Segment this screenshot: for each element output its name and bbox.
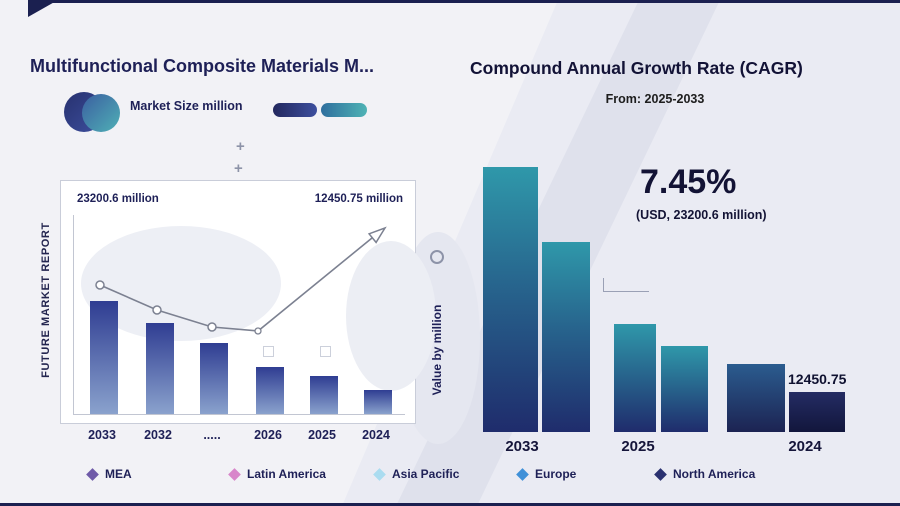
square-glyph — [263, 346, 274, 357]
legend-label: Latin America — [247, 467, 326, 481]
market-size-legend-label: Market Size million — [130, 99, 243, 113]
gradient-pill-navy — [273, 103, 317, 117]
gradient-pill-teal — [321, 103, 367, 117]
legend-item-north-america: North America — [654, 467, 756, 481]
market-size-chart-panel: 23200.6 million 12450.75 million — [60, 180, 436, 424]
right-chart-title: Compound Annual Growth Rate (CAGR) — [470, 58, 803, 78]
legend-label: Asia Pacific — [392, 467, 460, 481]
annotation-2033-value: 23200.6 million — [77, 193, 159, 205]
panel-blob — [346, 241, 436, 391]
x-label-2025: 2025 — [308, 428, 336, 442]
value-axis-label: Value by million — [430, 304, 444, 396]
plus-glyph: + — [234, 160, 243, 177]
cagr-bar-2033-b — [542, 242, 590, 432]
latin-america-diamond-icon — [228, 467, 241, 481]
legend-item-europe: Europe — [516, 467, 577, 481]
x-label-2033: 2033 — [88, 428, 116, 442]
step-line-glyph — [603, 278, 649, 292]
bar-intermediate — [200, 343, 228, 414]
cagr-basis-note: (USD, 23200.6 million) — [636, 208, 767, 222]
cagr-bar-2025-a — [614, 324, 656, 432]
right-chart-subtitle: From: 2025-2033 — [605, 92, 705, 106]
cagr-bar-2025-b — [661, 346, 708, 432]
bar-2033 — [90, 301, 118, 414]
legend-item-latin-america: Latin America — [228, 467, 326, 481]
bottom-accent-line — [0, 503, 900, 506]
bar-2024 — [364, 390, 392, 414]
legend-label: North America — [673, 467, 756, 481]
left-chart-title: Multifunctional Composite Materials M... — [30, 56, 375, 76]
ring-glyph — [430, 250, 444, 264]
plus-glyph: + — [236, 138, 245, 155]
bar-2032 — [146, 323, 174, 414]
mea-diamond-icon — [86, 467, 99, 481]
bar-2026 — [256, 367, 284, 414]
cagr-bar-2024-a — [727, 364, 785, 432]
future-market-report-watermark: FUTURE MARKET REPORT — [40, 222, 52, 378]
cagr-x-label-2025: 2025 — [621, 438, 655, 455]
north-america-diamond-icon — [654, 467, 667, 481]
asia-pacific-diamond-icon — [373, 467, 386, 481]
x-label-2026: 2026 — [254, 428, 282, 442]
x-label-2032: 2032 — [144, 428, 172, 442]
square-glyph — [320, 346, 331, 357]
cagr-x-label-2033: 2033 — [505, 438, 539, 455]
legend-item-asia-pacific: Asia Pacific — [373, 467, 460, 481]
annotation-2024-value: 12450.75 million — [314, 193, 403, 205]
top-accent-wedge — [28, 0, 58, 17]
legend-label: Europe — [535, 467, 577, 481]
trend-line-arrow — [95, 226, 387, 335]
cagr-x-label-2024: 2024 — [788, 438, 822, 455]
x-label-dots: ..... — [203, 428, 221, 442]
cagr-value: 7.45% — [640, 163, 737, 201]
market-size-disc-overlay-icon — [82, 94, 120, 132]
bar-2025 — [310, 376, 338, 414]
cagr-bar-2024-b — [789, 392, 845, 432]
x-label-2024: 2024 — [362, 428, 390, 442]
cagr-bar-2033-a — [483, 167, 538, 432]
bar-value-label-2024: 12450.75 — [788, 371, 847, 387]
legend-label: MEA — [105, 467, 132, 481]
europe-diamond-icon — [516, 467, 529, 481]
market-size-plot-area — [73, 215, 405, 415]
top-accent-line — [30, 0, 900, 3]
legend-item-mea: MEA — [86, 467, 132, 481]
